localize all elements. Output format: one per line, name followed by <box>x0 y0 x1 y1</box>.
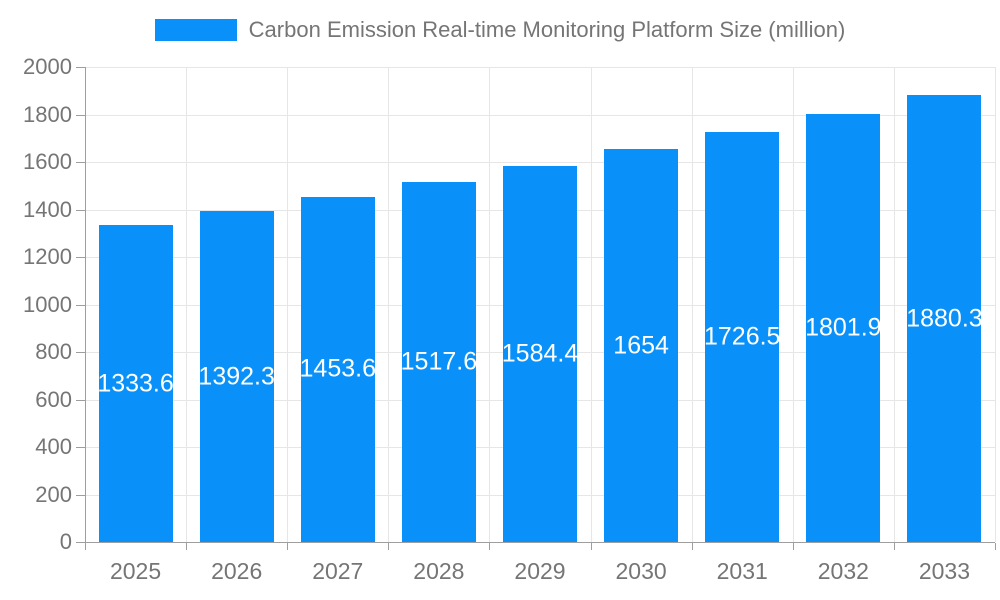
gridline-vertical <box>489 67 491 542</box>
bar-2029: 1584.4 <box>501 165 579 542</box>
x-tick <box>287 543 289 550</box>
x-axis-label: 2031 <box>716 558 768 584</box>
y-axis-label: 1000 <box>23 291 72 317</box>
bar-value-label: 1392.3 <box>198 362 275 391</box>
y-tick <box>76 352 85 353</box>
x-axis-label: 2033 <box>918 558 971 584</box>
y-axis-label: 0 <box>59 529 72 554</box>
y-axis-label: 800 <box>35 339 72 364</box>
bar-value-label: 1654 <box>613 331 669 360</box>
y-tick <box>76 257 85 258</box>
y-axis-label: 1200 <box>23 244 72 269</box>
bar-value-label: 1333.6 <box>97 369 174 398</box>
gridline-vertical <box>995 67 996 542</box>
x-tick <box>590 543 592 550</box>
y-axis-label: 1600 <box>23 149 72 174</box>
gridline-vertical <box>691 67 693 542</box>
gridline-vertical <box>590 67 592 542</box>
y-axis-label: 1400 <box>23 196 72 222</box>
x-axis-label: 2026 <box>211 558 263 584</box>
gridline-vertical <box>792 67 794 542</box>
y-tick <box>76 447 85 448</box>
gridline-vertical <box>893 67 895 542</box>
x-tick <box>995 543 996 550</box>
bar-value-label: 1517.6 <box>400 347 478 376</box>
y-tick <box>76 494 85 496</box>
gridline-vertical <box>186 67 188 542</box>
y-tick <box>76 399 85 401</box>
x-tick <box>186 543 188 550</box>
gridline-vertical <box>388 67 390 542</box>
plot-area: 1333.6 1392.3 1453.6 1517.6 1584.4 1654 1726.5… <box>85 67 996 542</box>
legend: Carbon Emission Real-time Monitoring Pla… <box>0 17 1000 43</box>
y-axis-label: 400 <box>35 434 72 459</box>
bar-2025: 1333.6 <box>97 225 174 542</box>
bar-2031: 1726.5 <box>703 131 781 542</box>
bar-value-label: 1726.5 <box>703 322 781 351</box>
y-axis-label: 2000 <box>23 54 72 79</box>
legend-label: Carbon Emission Real-time Monitoring Pla… <box>248 17 846 42</box>
bar-value-label: 1584.4 <box>501 339 579 368</box>
x-axis-line <box>76 542 995 543</box>
bar-value-label: 1880.3 <box>906 304 983 333</box>
x-tick <box>691 543 693 550</box>
y-axis-label: 600 <box>35 386 72 412</box>
x-tick <box>489 543 491 550</box>
x-tick <box>388 543 390 550</box>
x-axis-label: 2025 <box>109 558 162 584</box>
gridline-horizontal <box>85 114 995 116</box>
legend-swatch <box>154 19 237 41</box>
gridline-horizontal <box>85 67 995 68</box>
x-axis-label: 2030 <box>615 558 667 584</box>
y-axis-label: 200 <box>35 481 72 507</box>
x-axis-label: 2032 <box>817 558 869 584</box>
bar-2026: 1392.3 <box>198 211 275 542</box>
bar-2028: 1517.6 <box>400 181 478 542</box>
x-axis-label: 2027 <box>312 558 364 584</box>
x-axis-label: 2029 <box>514 558 566 584</box>
x-tick <box>792 543 794 550</box>
bar-value-label: 1453.6 <box>299 354 376 383</box>
bar-value-label: 1801.9 <box>805 313 882 342</box>
bar-2027: 1453.6 <box>299 196 376 542</box>
y-axis-label: 1800 <box>23 101 72 127</box>
y-tick <box>76 542 85 543</box>
bar-2033: 1880.3 <box>906 95 983 542</box>
x-tick <box>893 543 895 550</box>
bar-2030: 1654 <box>604 149 679 542</box>
bar-2032: 1801.9 <box>805 114 882 542</box>
y-tick <box>76 209 85 211</box>
gridline-vertical <box>287 67 289 542</box>
y-tick <box>76 114 85 116</box>
y-axis-line <box>85 67 86 550</box>
x-axis-label: 2028 <box>413 558 465 584</box>
y-tick <box>76 67 85 68</box>
y-tick <box>76 162 85 163</box>
gridline-horizontal <box>85 162 995 163</box>
y-tick <box>76 304 85 306</box>
